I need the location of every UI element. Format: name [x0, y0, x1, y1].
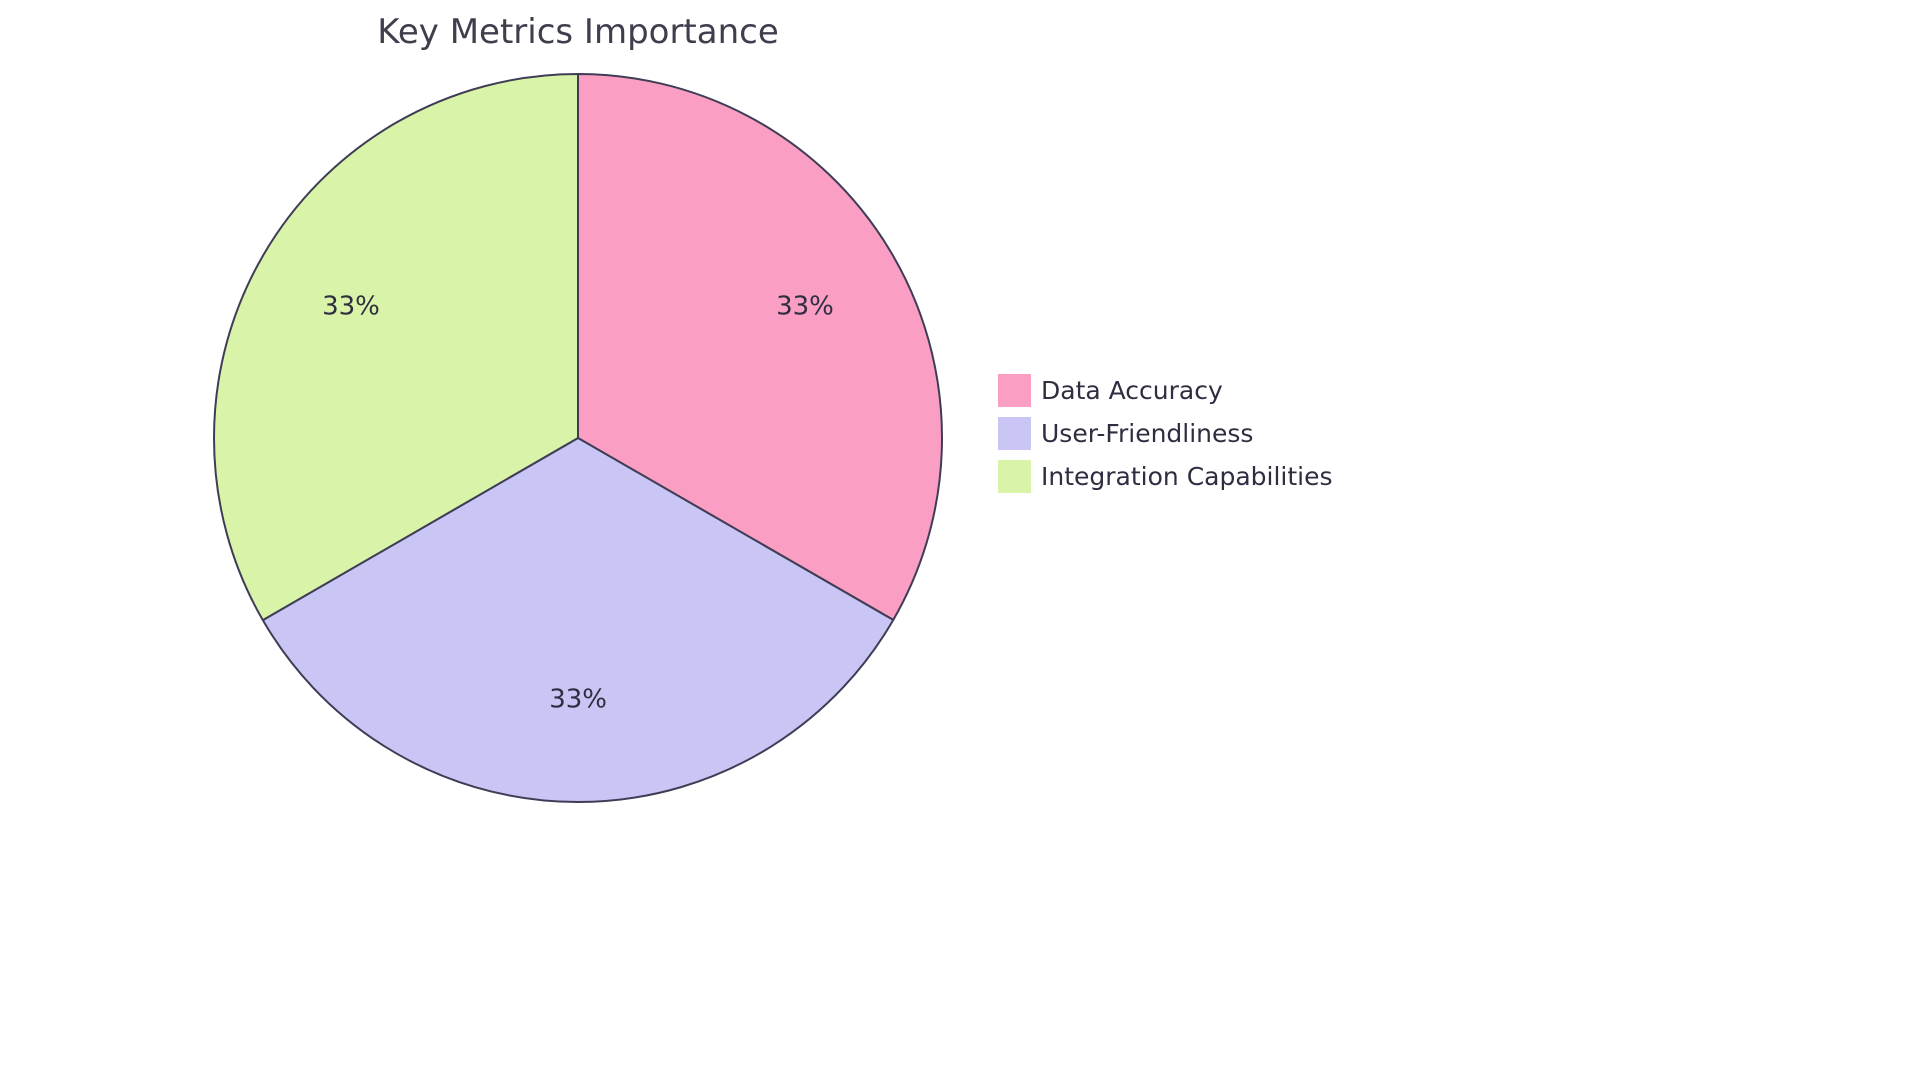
- slice-percent-label: 33%: [549, 685, 607, 715]
- pie-slice-2[interactable]: [212, 73, 579, 622]
- legend-label: Integration Capabilities: [1041, 462, 1333, 491]
- legend-swatch: [998, 374, 1031, 407]
- legend-item-1[interactable]: User-Friendliness: [998, 417, 1333, 450]
- slice-percent-label: 33%: [776, 291, 834, 321]
- legend-swatch: [998, 460, 1031, 493]
- chart-title: Key Metrics Importance: [377, 12, 779, 52]
- legend-item-2[interactable]: Integration Capabilities: [998, 460, 1333, 493]
- legend: Data Accuracy User-Friendliness Integratio…: [998, 374, 1333, 493]
- slice-percent-label: 33%: [322, 292, 380, 322]
- legend-swatch: [998, 417, 1031, 450]
- pie-slice-1[interactable]: [261, 437, 895, 803]
- legend-label: Data Accuracy: [1041, 376, 1223, 405]
- pie-slice-0[interactable]: [577, 73, 943, 621]
- legend-label: User-Friendliness: [1041, 419, 1254, 448]
- legend-item-0[interactable]: Data Accuracy: [998, 374, 1333, 407]
